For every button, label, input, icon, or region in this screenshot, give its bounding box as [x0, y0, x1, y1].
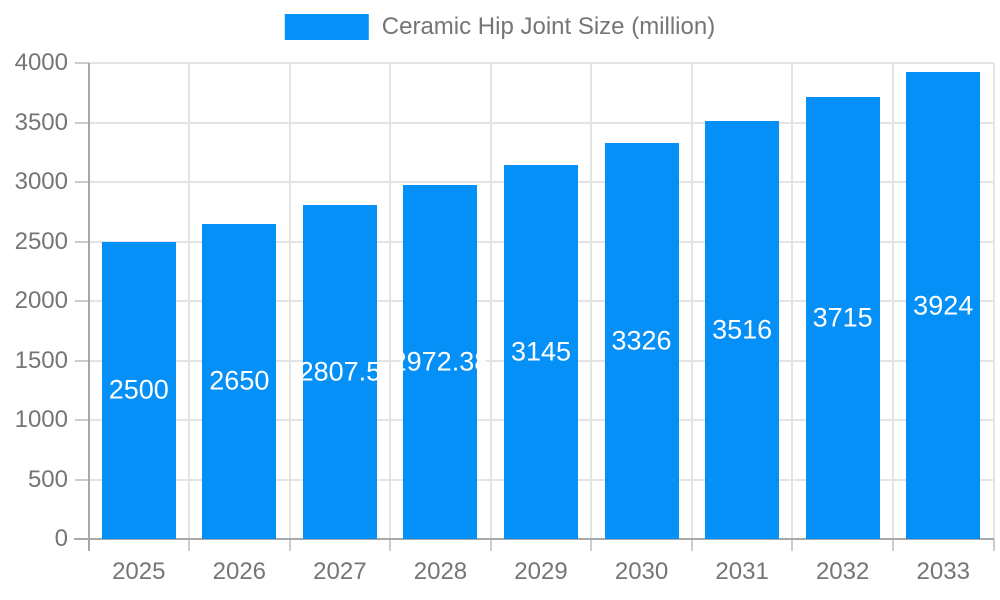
legend-swatch: [284, 14, 369, 40]
bar[interactable]: [101, 241, 176, 539]
legend-label: Ceramic Hip Joint Size (million): [381, 13, 716, 40]
bar[interactable]: [906, 72, 981, 539]
x-axis-tick-label: 2027: [313, 558, 367, 585]
bar-value-label: 3326: [611, 325, 672, 356]
x-axis-tick-label: 2026: [212, 558, 267, 585]
x-tick-mark: [791, 539, 794, 551]
x-axis-line: [73, 538, 994, 540]
y-tick-mark: [74, 62, 89, 64]
gridline-v: [992, 63, 995, 539]
y-tick-mark: [74, 181, 89, 183]
y-axis-tick-label: 2500: [14, 227, 68, 255]
x-tick-mark: [992, 539, 995, 551]
bar-value-label: 2500: [108, 374, 169, 405]
bar-value-label: 3715: [812, 302, 873, 333]
bar[interactable]: [302, 204, 377, 539]
y-axis-tick-label: 1000: [14, 406, 68, 433]
gridline-h: [88, 62, 994, 64]
x-axis-tick-label: 2028: [413, 558, 468, 585]
gridline-v: [791, 63, 794, 539]
y-tick-mark: [74, 419, 89, 421]
bar[interactable]: [504, 164, 578, 539]
gridline-v: [389, 63, 392, 539]
bar[interactable]: [403, 185, 478, 539]
y-axis-tick-label: 2000: [14, 287, 68, 314]
x-tick-mark: [590, 539, 593, 551]
x-axis-tick-label: 2025: [112, 558, 166, 585]
legend[interactable]: Ceramic Hip Joint Size (million): [284, 13, 716, 40]
y-axis-tick-label: 0: [54, 525, 68, 552]
x-axis-tick-label: 2030: [614, 558, 669, 585]
gridline-h: [88, 121, 994, 124]
bar-value-label: 2807.5: [298, 356, 382, 387]
bar-value-label: 3924: [913, 290, 974, 321]
x-tick-mark: [891, 539, 894, 551]
gridline-v: [690, 63, 693, 539]
y-axis-line: [87, 63, 90, 551]
bar[interactable]: [805, 96, 880, 539]
bar[interactable]: [705, 120, 780, 539]
y-axis-tick-label: 3500: [14, 108, 68, 136]
gridline-v: [891, 63, 894, 539]
x-tick-mark: [489, 539, 492, 551]
bar[interactable]: [202, 223, 277, 539]
y-axis-tick-label: 4000: [14, 49, 68, 76]
bar-value-label: 3516: [712, 314, 773, 345]
y-tick-mark: [74, 240, 89, 243]
y-axis-tick-label: 500: [27, 465, 68, 493]
bar-value-label: 3145: [510, 336, 572, 367]
x-tick-mark: [188, 539, 191, 551]
gridline-v: [188, 63, 191, 539]
y-tick-mark: [74, 478, 89, 481]
x-axis-tick-label: 2032: [815, 558, 870, 585]
gridline-v: [590, 63, 593, 539]
gridline-v: [489, 63, 492, 539]
bar-value-label: 2972.38: [391, 346, 490, 377]
y-tick-mark: [74, 300, 89, 302]
y-axis-tick-label: 3000: [14, 168, 68, 195]
x-axis-tick-label: 2031: [715, 558, 769, 585]
y-tick-mark: [74, 121, 89, 124]
y-tick-mark: [74, 359, 89, 362]
y-axis-tick-label: 1500: [14, 346, 68, 374]
x-tick-mark: [690, 539, 693, 551]
x-tick-mark: [288, 539, 291, 551]
x-axis-tick-label: 2029: [514, 558, 568, 585]
x-tick-mark: [389, 539, 392, 551]
gridline-v: [288, 63, 291, 539]
x-axis-tick-label: 2033: [916, 558, 970, 585]
bar[interactable]: [604, 143, 679, 539]
bar-value-label: 2650: [209, 365, 270, 396]
